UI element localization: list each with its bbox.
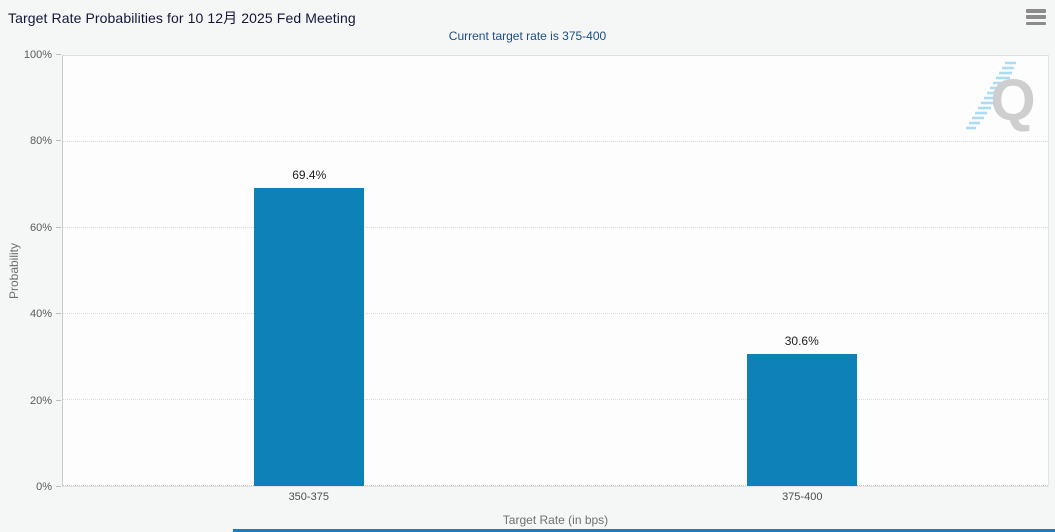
bars-row: 69.4% 30.6% [63,56,1048,486]
y-tick-mark [56,54,61,55]
bar-value-label: 69.4% [292,167,327,182]
y-tick-mark [56,313,61,315]
plot-area: Q 69.4% 30.6% [62,55,1049,487]
probability-bar[interactable] [254,187,365,486]
hamburger-menu-icon[interactable] [1026,9,1046,25]
y-tick-label: 20% [29,394,52,407]
y-tick-mark [56,226,61,228]
y-tick-label: 40% [29,308,52,321]
gridline [63,55,1048,56]
y-tick-mark [56,140,61,142]
y-tick-label: 80% [29,135,52,148]
bottom-accent-bar [233,529,1055,532]
probability-bar[interactable] [746,354,857,486]
y-tick-mark [56,486,61,487]
gridline [63,313,1048,314]
x-axis-title: Target Rate (in bps) [502,513,609,527]
chart-subtitle: Current target rate is 375-400 [448,29,607,43]
x-axis-labels: 350-375 375-400 [62,491,1049,503]
x-category-label: 375-400 [782,491,823,503]
bar-slot: 30.6% [556,56,1049,486]
gridline [63,399,1048,400]
y-tick-mark [56,399,61,401]
bar-value-label: 30.6% [784,334,819,349]
y-axis-labels: 0% 20% 40% 60% 80% 100% [0,49,62,493]
gridline [63,227,1048,228]
quikstrike-watermark-icon: Q [964,60,1040,133]
watermark-letter: Q [990,68,1035,132]
y-tick-label: 60% [29,221,52,234]
chart-title: Target Rate Probabilities for 10 12月 202… [8,10,356,26]
y-axis-title: Probability [7,242,21,300]
bar-slot: 69.4% [63,56,556,486]
y-tick-label: 100% [23,49,52,61]
gridline [63,141,1048,142]
gridline [63,485,1048,486]
x-category-label: 350-375 [288,491,329,503]
y-tick-label: 0% [36,481,52,493]
